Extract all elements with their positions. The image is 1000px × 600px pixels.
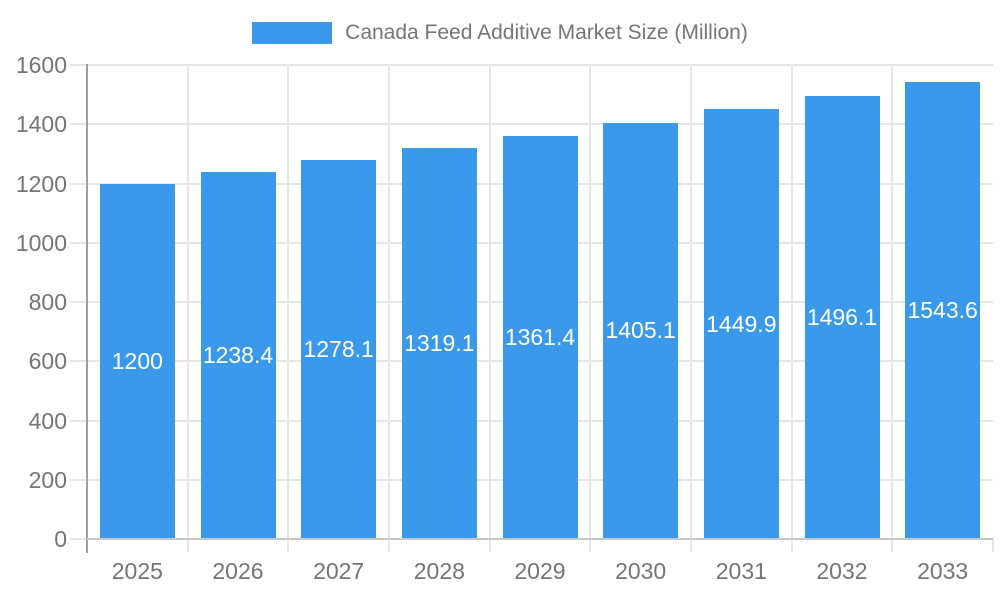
y-axis-tick: [70, 123, 87, 126]
v-gridline: [891, 65, 894, 539]
v-gridline: [287, 65, 290, 539]
y-axis-tick-label: 1400: [15, 111, 67, 138]
y-axis-tick-label: 1600: [15, 52, 67, 78]
h-gridline: [87, 123, 993, 126]
y-axis-tick-label: 600: [28, 348, 67, 375]
bar-2025[interactable]: 1200: [99, 183, 175, 539]
v-gridline: [790, 65, 793, 539]
y-axis-tick: [70, 419, 87, 422]
y-axis-tick: [70, 182, 87, 185]
bar-value-label: 1200: [111, 347, 163, 374]
y-axis-tick-label: 200: [28, 466, 67, 493]
bar-value-label: 1449.9: [706, 310, 777, 337]
bar-value-label: 1319.1: [404, 330, 475, 357]
bar-value-label: 1361.4: [504, 323, 576, 350]
bar-value-label: 1238.4: [202, 342, 274, 369]
y-axis-tick: [70, 241, 87, 244]
x-axis-category-label: 2026: [212, 558, 264, 584]
x-axis-tick: [891, 539, 894, 552]
v-gridline: [388, 65, 390, 539]
v-gridline: [488, 65, 491, 539]
x-axis-category-label: 2029: [514, 558, 566, 584]
x-axis-tick: [287, 539, 290, 552]
x-axis-tick: [589, 539, 592, 552]
x-axis-category-label: 2031: [715, 558, 767, 584]
x-axis-tick: [488, 539, 491, 552]
y-axis-tick-label: 800: [28, 289, 67, 315]
y-axis-tick: [70, 478, 87, 481]
x-axis-tick: [690, 539, 692, 552]
x-axis-tick: [790, 539, 793, 552]
legend-swatch[interactable]: [252, 22, 333, 44]
x-axis-line: [87, 538, 993, 540]
v-gridline: [589, 65, 592, 539]
y-axis-tick-label: 0: [54, 526, 67, 552]
bar-value-label: 1278.1: [303, 336, 374, 363]
y-axis-tick-label: 1200: [15, 170, 67, 197]
x-axis-category-label: 2033: [917, 558, 969, 584]
v-gridline: [186, 65, 189, 539]
bar-2029[interactable]: 1361.4: [502, 135, 578, 539]
y-axis-tick: [70, 360, 87, 363]
bar-2032[interactable]: 1496.1: [804, 95, 880, 539]
bar-value-label: 1496.1: [806, 303, 878, 330]
v-gridline: [690, 65, 692, 539]
x-axis-category-label: 2032: [816, 558, 868, 584]
y-axis-tick: [70, 64, 87, 66]
x-axis-tick: [992, 539, 994, 552]
legend: Canada Feed Additive Market Size (Millio…: [0, 21, 1000, 45]
y-axis-tick: [70, 301, 87, 303]
legend-label: Canada Feed Additive Market Size (Millio…: [345, 21, 748, 44]
y-axis-tick: [70, 538, 87, 540]
y-axis-tick-label: 400: [28, 407, 67, 434]
x-axis-tick: [388, 539, 390, 552]
bar-2027[interactable]: 1278.1: [301, 160, 377, 539]
bar-2031[interactable]: 1449.9: [703, 109, 779, 539]
y-axis-tick-label: 1000: [15, 229, 67, 256]
x-axis-tick: [186, 539, 189, 552]
y-axis-line: [86, 64, 88, 553]
bar-value-label: 1405.1: [605, 317, 676, 344]
x-axis-category-label: 2028: [413, 558, 465, 584]
bar-2026[interactable]: 1238.4: [200, 172, 276, 539]
x-axis-category-label: 2025: [111, 558, 163, 584]
bar-2033[interactable]: 1543.6: [905, 81, 981, 539]
x-axis-category-label: 2030: [615, 558, 667, 584]
bar-2030[interactable]: 1405.1: [603, 122, 679, 539]
bar-value-label: 1543.6: [907, 296, 978, 323]
x-axis-category-label: 2027: [313, 558, 365, 584]
bar-2028[interactable]: 1319.1: [401, 148, 477, 539]
h-gridline: [87, 64, 993, 66]
